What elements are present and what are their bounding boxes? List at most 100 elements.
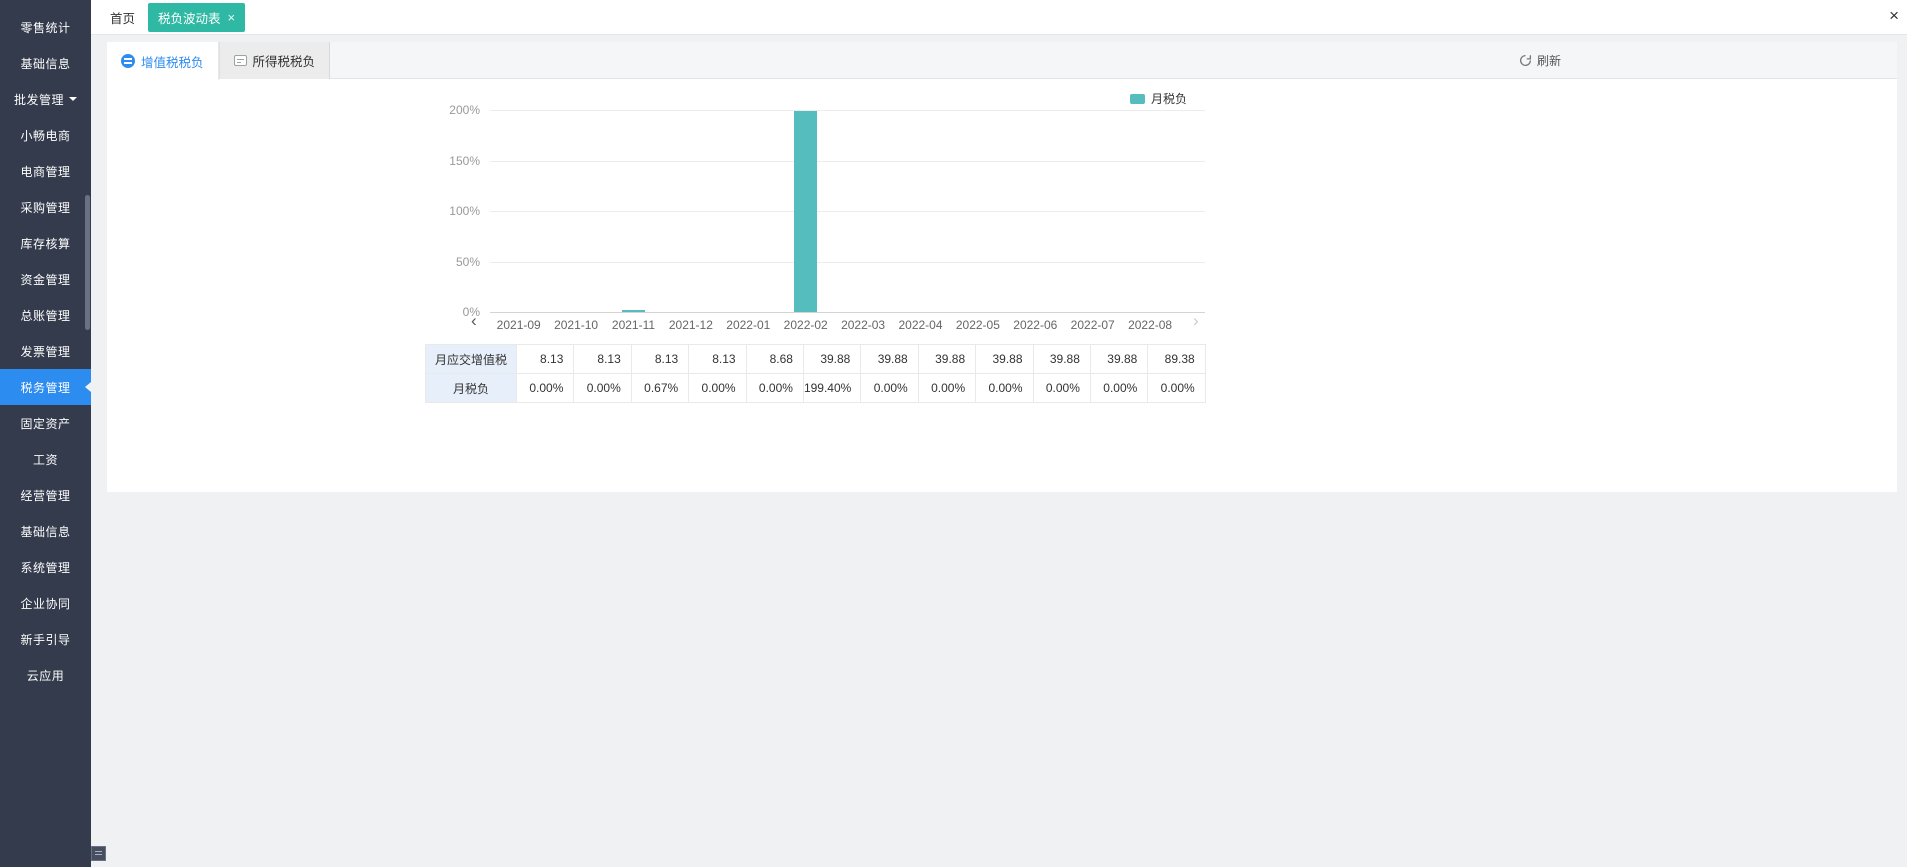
sidebar-item-label: 新手引导: [20, 632, 71, 647]
window-close-icon[interactable]: ×: [1889, 6, 1899, 25]
table-cell: 0.00%: [1032, 373, 1091, 403]
sidebar-scrollbar[interactable]: [85, 195, 90, 330]
sidebar-item[interactable]: 基础信息: [0, 513, 91, 549]
tab-vat-tax-burden[interactable]: 增值税税负: [107, 42, 219, 80]
table-row: 月税负 0.00% 0.00% 0.67% 0.00% 0.00% 199.40% 0.00%…: [425, 373, 1206, 403]
chart-bar-2021-11[interactable]: [622, 310, 645, 312]
row-header: 月税负: [425, 373, 517, 403]
gridline: [490, 261, 1205, 263]
sidebar: 零售统计 基础信息 批发管理 小畅电商 电商管理 采购管理 库存核算 资金管理 总账管理 发票管理…: [0, 0, 91, 867]
tab-label: 增值税税负: [141, 55, 204, 70]
table-cell: 0.00%: [745, 373, 804, 403]
sidebar-item[interactable]: 小畅电商: [0, 117, 91, 153]
table-cell: 8.13: [573, 344, 632, 374]
bottom-left-widget[interactable]: [91, 846, 106, 861]
table-cell: 8.13: [630, 344, 690, 374]
sidebar-item-label: 经营管理: [20, 488, 71, 503]
sidebar-item-label: 总账管理: [20, 308, 71, 323]
sidebar-item[interactable]: 库存核算: [0, 225, 91, 261]
chevron-down-icon: [69, 97, 77, 105]
x-axis-label: 2022-03: [841, 318, 886, 332]
table-row: 月应交增值税 8.13 8.13 8.13 8.13 8.68 39.88 39.88 39.8…: [425, 344, 1206, 374]
sidebar-item[interactable]: 采购管理: [0, 189, 91, 225]
table-cell: 0.00%: [1089, 373, 1149, 403]
sidebar-item[interactable]: 总账管理: [0, 297, 91, 333]
tab-label: 税负波动表: [158, 11, 221, 26]
sidebar-item-label: 库存核算: [20, 236, 71, 251]
table-cell: 0.00%: [573, 373, 632, 403]
refresh-button[interactable]: 刷新: [1519, 42, 1561, 79]
chart-prev-icon[interactable]: ‹: [471, 311, 477, 330]
table-cell: 8.68: [745, 344, 804, 374]
x-axis-label: 2022-02: [783, 318, 828, 332]
gridline: [490, 312, 1205, 313]
table-cell: 89.38: [1147, 344, 1206, 374]
gridline: [490, 160, 1205, 162]
refresh-icon: [1520, 54, 1532, 66]
y-axis-label: 200%: [449, 103, 480, 117]
x-axis-label: 2022-08: [1128, 318, 1173, 332]
sidebar-item-label: 批发管理: [13, 92, 64, 107]
sidebar-item[interactable]: 经营管理: [0, 477, 91, 513]
tab-label: 所得税税负: [252, 55, 316, 69]
x-axis-label: 2022-06: [1013, 318, 1058, 332]
sidebar-item[interactable]: 发票管理: [0, 333, 91, 369]
table-cell: 0.00%: [1147, 373, 1206, 403]
x-axis-label: 2022-07: [1070, 318, 1115, 332]
tab-tax-fluctuation[interactable]: 税负波动表 ×: [148, 2, 246, 32]
x-axis-label: 2022-01: [726, 318, 771, 332]
sidebar-item[interactable]: 新手引导: [0, 621, 91, 657]
x-axis-label: 2021-10: [554, 318, 599, 332]
data-table: 月应交增值税 8.13 8.13 8.13 8.13 8.68 39.88 39.88 39.8…: [425, 344, 1206, 403]
chart-y-axis: 0% 50% 100% 150% 200%: [437, 103, 485, 319]
topbar: 首页 税负波动表 × ×: [91, 0, 1907, 35]
table-cell: 0.00%: [860, 373, 919, 403]
sidebar-item[interactable]: 零售统计: [0, 9, 91, 45]
sidebar-item[interactable]: 企业协同: [0, 585, 91, 621]
tab-close-icon[interactable]: ×: [227, 9, 236, 25]
income-tax-icon: [233, 55, 247, 66]
chart-bars: [490, 110, 1179, 312]
sidebar-item[interactable]: 批发管理: [0, 81, 91, 117]
table-cell: 8.13: [515, 344, 575, 374]
sidebar-item-label: 云应用: [26, 668, 65, 683]
sidebar-item-label: 系统管理: [20, 560, 71, 575]
sidebar-item-label: 基础信息: [20, 524, 71, 539]
x-axis-label: 2021-12: [668, 318, 713, 332]
table-cell: 39.88: [975, 344, 1034, 374]
sidebar-item[interactable]: 系统管理: [0, 549, 91, 585]
chart-bar-2022-02[interactable]: [794, 110, 818, 312]
gridline: [490, 110, 1205, 111]
sidebar-item-label: 零售统计: [20, 20, 71, 35]
data-table-body: 月应交增值税 8.13 8.13 8.13 8.13 8.68 39.88 39.88 39.8…: [425, 344, 1206, 403]
legend-label: 月税负: [1151, 92, 1188, 106]
content-card: 增值税税负 所得税税负 刷新 月税负 0% 50% 100% 150% 200% 202…: [107, 42, 1897, 492]
tab-home[interactable]: 首页: [110, 11, 136, 26]
chart-next-icon[interactable]: ›: [1193, 311, 1199, 330]
sidebar-item[interactable]: 电商管理: [0, 153, 91, 189]
chart-x-axis: 2021-09 2021-10 2021-11 2021-12 2022-01 2022-…: [490, 318, 1179, 332]
sidebar-item[interactable]: 税务管理: [0, 369, 91, 405]
tab-income-tax-burden[interactable]: 所得税税负: [218, 42, 331, 79]
table-cell: 39.88: [860, 344, 919, 374]
sidebar-item-label: 采购管理: [20, 200, 71, 215]
sidebar-item[interactable]: 云应用: [0, 657, 91, 693]
content-tab-strip: 增值税税负 所得税税负 刷新: [107, 42, 1897, 80]
chart-legend[interactable]: 月税负: [1130, 90, 1187, 107]
gridline: [490, 211, 1205, 212]
sidebar-item[interactable]: 固定资产: [0, 405, 91, 441]
sidebar-item-label: 企业协同: [20, 596, 71, 611]
table-cell: 0.00%: [975, 373, 1034, 403]
x-axis-label: 2021-11: [611, 318, 656, 332]
refresh-label: 刷新: [1537, 54, 1562, 68]
y-axis-label: 100%: [449, 204, 480, 218]
x-axis-label: 2022-05: [955, 318, 1000, 332]
table-cell: 39.88: [802, 344, 862, 374]
table-cell: 0.67%: [630, 373, 690, 403]
sidebar-item[interactable]: 基础信息: [0, 45, 91, 81]
legend-swatch: [1130, 93, 1145, 104]
sidebar-item-label: 税务管理: [20, 380, 71, 395]
sidebar-item[interactable]: 工资: [0, 441, 91, 477]
sidebar-item[interactable]: 资金管理: [0, 261, 91, 297]
